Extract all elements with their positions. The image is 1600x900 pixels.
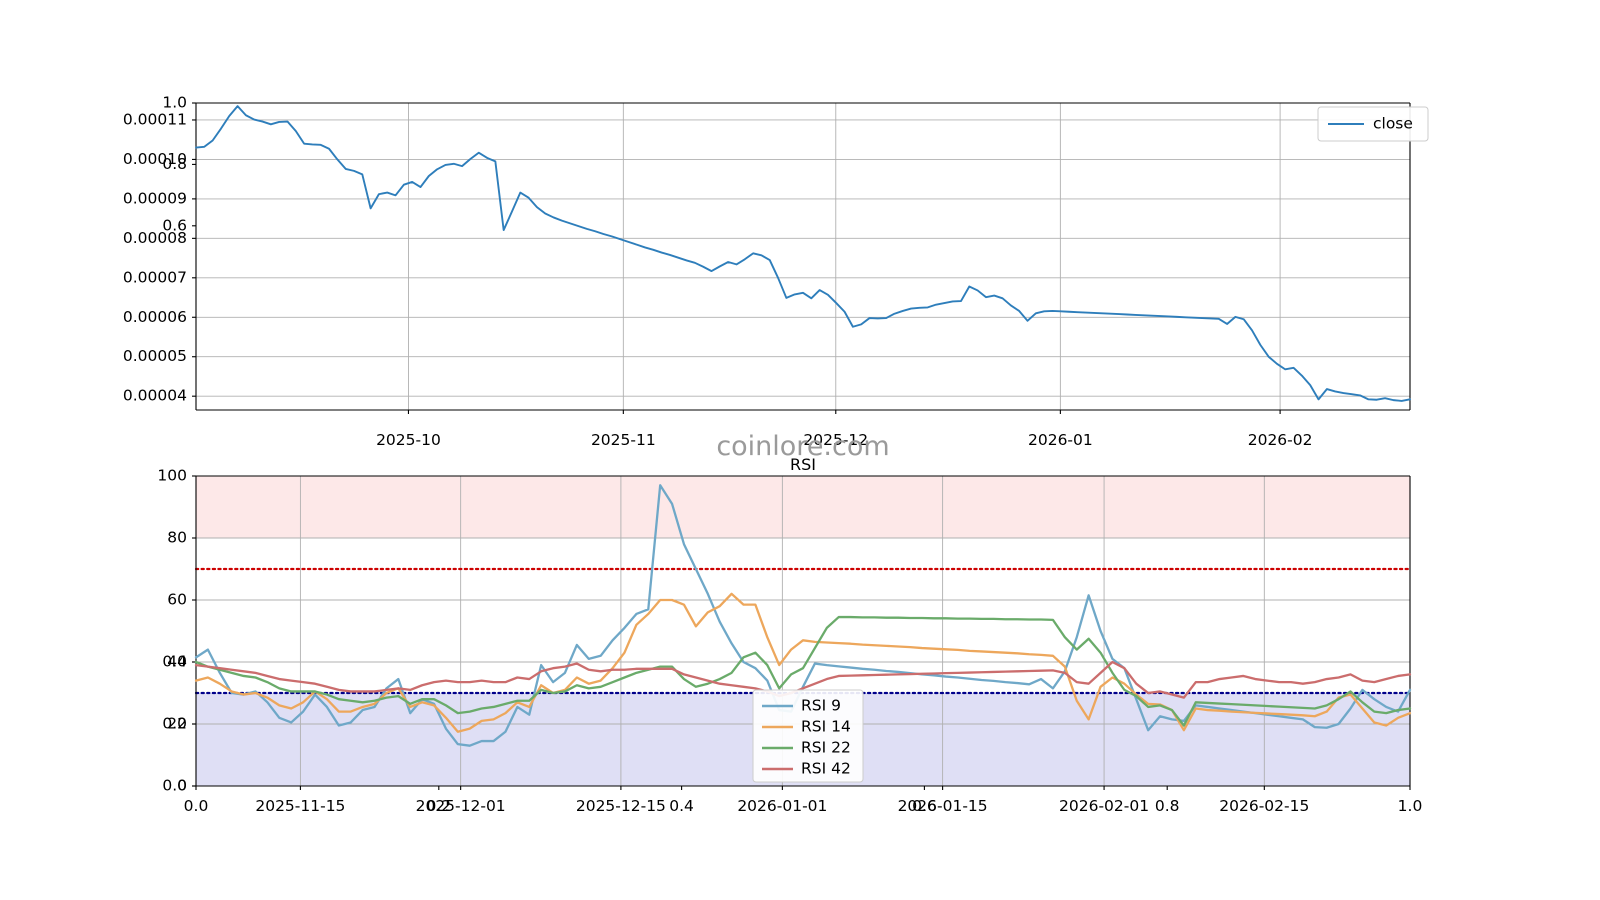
price-y-tick-label: 0.00008 xyxy=(123,229,187,247)
rsi-y-tick-label: 20 xyxy=(167,715,187,733)
price-x-tick-label: 2025-11 xyxy=(591,431,656,449)
price-x-tick-label: 2025-10 xyxy=(376,431,441,449)
rsi-ghost-x-tick-label: 0.2 xyxy=(426,797,451,815)
rsi-x-tick-label: 2026-02-15 xyxy=(1219,797,1309,815)
rsi-y-tick-label: 40 xyxy=(167,653,187,671)
rsi-x-tick-label: 2025-12-15 xyxy=(576,797,666,815)
rsi-ghost-x-tick-label: 0.6 xyxy=(912,797,937,815)
rsi-band-overbought xyxy=(196,476,1410,538)
price-y-tick-label: 0.00007 xyxy=(123,268,187,286)
price-y-tick-label: 0.00010 xyxy=(123,150,187,168)
price-x-tick-label: 2025-12 xyxy=(803,431,868,449)
rsi-legend-label-3: RSI 22 xyxy=(801,739,851,757)
rsi-x-tick-label: 2025-11-15 xyxy=(255,797,345,815)
rsi-legend-label-2: RSI 14 xyxy=(801,718,851,736)
rsi-y-tick-label: 80 xyxy=(167,529,187,547)
price-y-tick-label: 0.00009 xyxy=(123,189,187,207)
price-x-tick-label: 2026-02 xyxy=(1248,431,1313,449)
rsi-panel-title: RSI xyxy=(790,455,816,474)
rsi-ghost-x-tick-label: 0.0 xyxy=(184,797,209,815)
price-y-tick-label: 0.00005 xyxy=(123,347,187,365)
price-y-tick-label: 0.00006 xyxy=(123,308,187,326)
rsi-legend: RSI 9 RSI 14 RSI 22 RSI 42 xyxy=(752,689,864,783)
price-legend: close xyxy=(1317,106,1429,142)
price-legend-box xyxy=(1317,106,1429,142)
rsi-panel: 100 80 60 40 20 0 0.4 0.2 0.0 2025-11-15 2025-12-0… xyxy=(157,467,1422,816)
rsi-x-tick-label: 2026-01-15 xyxy=(898,797,988,815)
price-y-tick-label: 0.00011 xyxy=(123,110,187,128)
rsi-legend-label-4: RSI 42 xyxy=(801,760,851,778)
rsi-y-tick-label: 60 xyxy=(167,591,187,609)
rsi-series-1 xyxy=(194,484,1412,747)
rsi-legend-box xyxy=(752,689,864,783)
rsi-series-3 xyxy=(194,615,1412,727)
price-legend-label: close xyxy=(1373,115,1413,133)
rsi-x-tick-label: 2026-01-01 xyxy=(737,797,827,815)
price-x-tick-label: 2026-01 xyxy=(1028,431,1093,449)
rsi-x-tick-label: 2026-02-01 xyxy=(1059,797,1149,815)
price-y-tick-label: 0.00004 xyxy=(123,387,187,405)
rsi-x-tick-label: 2025-12-01 xyxy=(416,797,506,815)
rsi-y-tick-label: 0 xyxy=(177,777,187,795)
price-ghost-y-tick-label: 0.8 xyxy=(162,155,187,173)
rsi-ghost-x-tick-label: 0.4 xyxy=(669,797,694,815)
watermark-text: coinlore.com xyxy=(716,431,889,462)
price-ghost-y-tick-label: 1.0 xyxy=(162,94,187,112)
price-ghost-y-tick-label: 0.6 xyxy=(162,216,187,234)
price-plot-area xyxy=(196,103,1410,410)
rsi-y-tick-label: 100 xyxy=(157,467,187,485)
rsi-series-4 xyxy=(194,660,1412,699)
rsi-legend-label-1: RSI 9 xyxy=(801,697,841,715)
rsi-ghost-y-tick-label: 0.0 xyxy=(162,777,187,795)
rsi-ghost-y-tick-label: 0.4 xyxy=(162,653,187,671)
rsi-ghost-y-tick-label: 0.2 xyxy=(162,715,187,733)
close-series-line xyxy=(195,105,1411,402)
rsi-ghost-x-tick-label: 1.0 xyxy=(1398,797,1423,815)
price-panel: 0.00011 0.00010 0.00009 0.00008 0.00007 0.000… xyxy=(123,94,1429,449)
rsi-ghost-x-tick-label: 0.8 xyxy=(1155,797,1180,815)
